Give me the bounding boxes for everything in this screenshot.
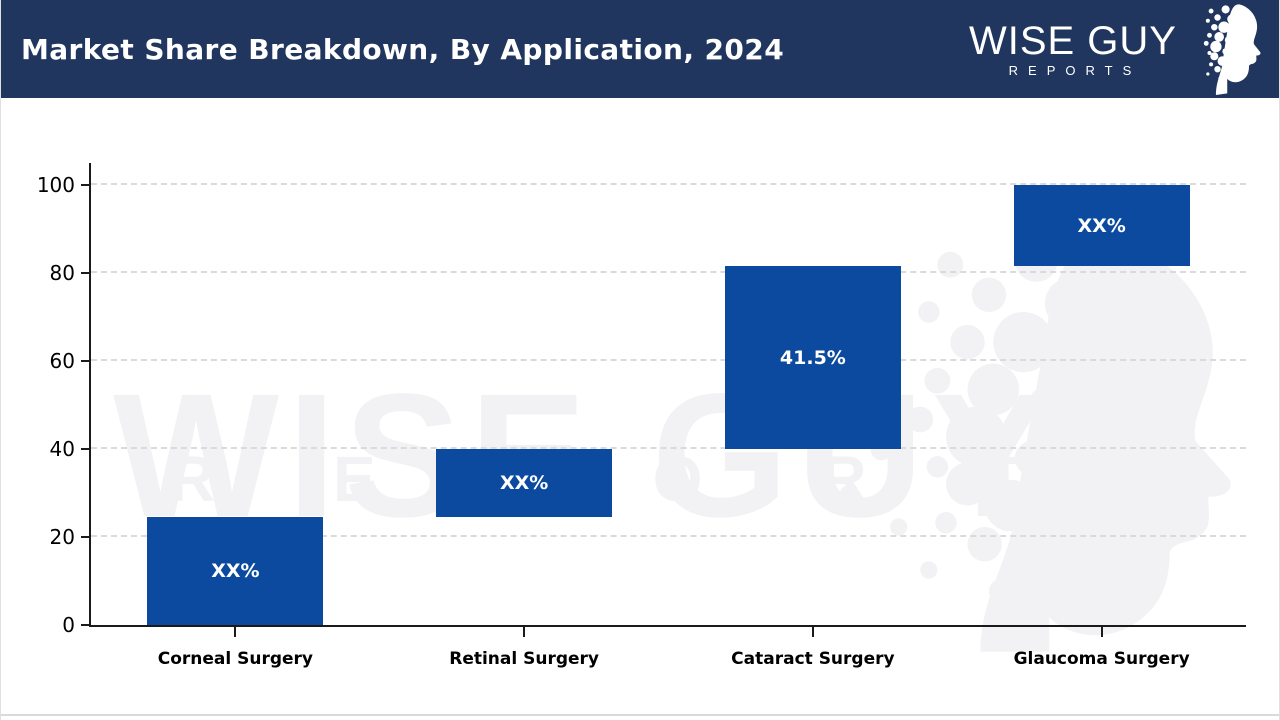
x-category-label: Retinal Surgery <box>449 649 600 669</box>
x-category-label: Glaucoma Surgery <box>1013 649 1190 669</box>
bar-value-label: XX% <box>499 472 549 495</box>
x-tick-mark <box>523 627 526 637</box>
wise-guy-face-icon <box>1203 4 1261 95</box>
bottom-divider-line <box>1 714 1279 716</box>
y-tick-label: 100 <box>36 173 75 197</box>
y-tick-label: 20 <box>49 525 75 549</box>
gridline <box>91 271 1246 273</box>
x-tick-mark <box>1100 627 1103 637</box>
bar-corneal-surgery: XX% <box>147 517 324 625</box>
bar-value-label: XX% <box>211 560 260 583</box>
bar-value-label: XX% <box>1077 214 1126 237</box>
page-title: Market Share Breakdown, By Application, … <box>21 32 785 66</box>
y-tick-mark <box>81 360 91 363</box>
y-tick-label: 40 <box>49 437 75 461</box>
gridline <box>91 447 1246 449</box>
bar-retinal-surgery: XX% <box>436 449 613 518</box>
x-tick-mark <box>811 627 814 637</box>
logo-sub-text: REPORTS <box>1008 62 1142 78</box>
gridline <box>91 183 1246 185</box>
x-tick-mark <box>234 627 237 637</box>
y-tick-mark <box>81 624 91 626</box>
y-tick-mark <box>81 184 91 186</box>
y-tick-mark <box>81 448 91 450</box>
logo-brand-text: WISE GUY <box>968 18 1177 63</box>
y-tick-mark <box>81 536 91 538</box>
y-tick-mark <box>81 272 91 274</box>
x-category-label: Corneal Surgery <box>157 649 314 669</box>
wise-guy-logo: WISE GUY REPORTS <box>969 3 1279 95</box>
logo-text: WISE GUY REPORTS <box>969 21 1177 78</box>
y-tick-label: 80 <box>49 261 75 285</box>
header: Market Share Breakdown, By Application, … <box>1 0 1279 98</box>
gridline <box>91 535 1246 537</box>
y-tick-label: 60 <box>49 349 75 373</box>
x-category-label: Cataract Surgery <box>731 649 895 669</box>
bar-cataract-surgery: 41.5% <box>724 266 901 449</box>
gridline <box>91 359 1246 361</box>
y-tick-label: 0 <box>62 613 75 637</box>
plot-area: 0 20 40 60 80 100 XX% Corneal Surgery XX% Retinal… <box>37 163 1246 669</box>
bar-value-label: 41.5% <box>779 346 846 369</box>
bar-glaucoma-surgery: XX% <box>1013 185 1190 267</box>
chart-area: WISE GUY R E P O R T S 0 20 40 60 80 100 XX% Co… <box>1 98 1279 720</box>
